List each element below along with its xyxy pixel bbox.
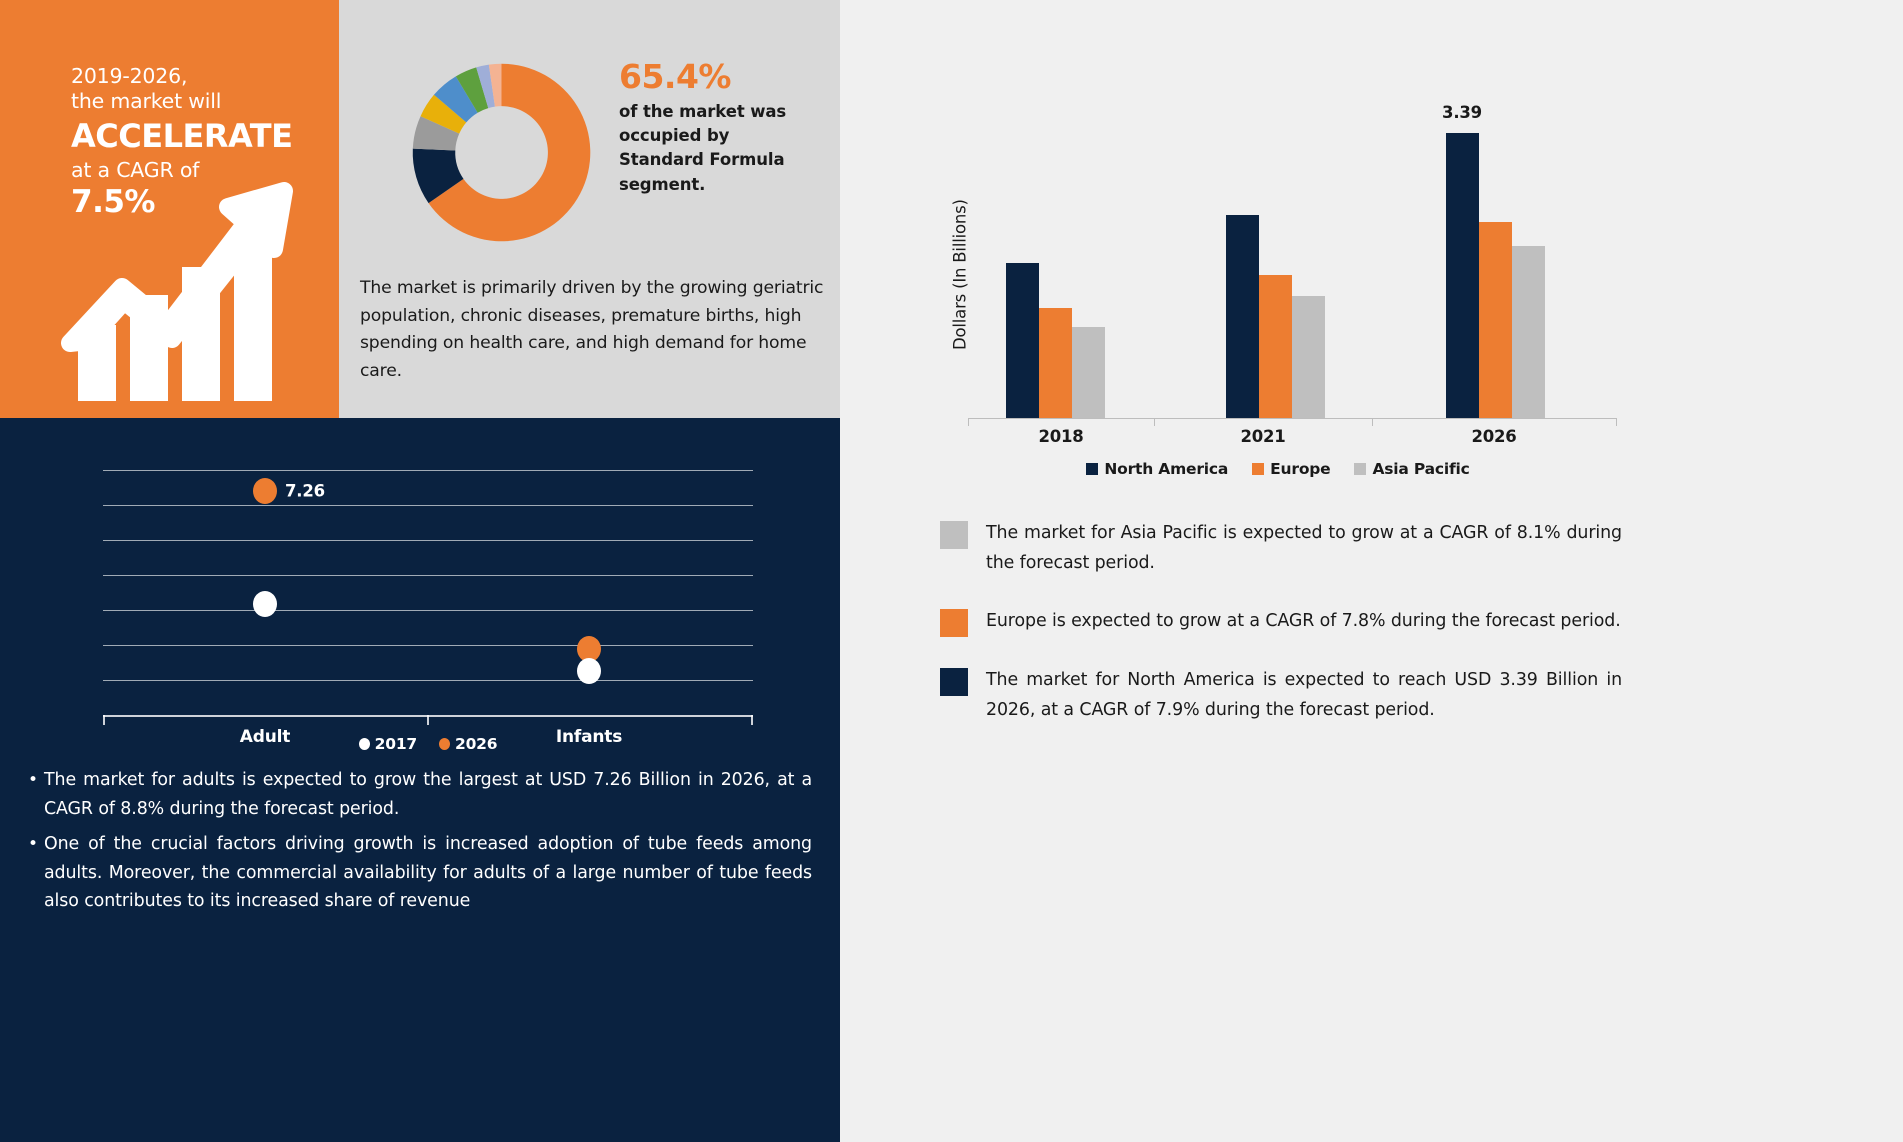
right-panel: Dollars (In Billions) 3.39 2018 2021 202… [840,0,1903,1142]
bar-2021-north-america [1226,215,1259,418]
axis-tick [427,715,429,725]
bullet-text: The market for adults is expected to gro… [44,770,812,819]
list-item: The market for Asia Pacific is expected … [940,518,1622,578]
note-text-north-america: The market for North America is expected… [986,670,1622,720]
dot-infants-2026 [577,636,601,662]
bullet-marker-icon: • [27,834,39,854]
bar-2026-europe [1479,222,1512,418]
bar-chart-x-axis [968,418,1616,420]
bar-chart-legend: North America Europe Asia Pacific [968,460,1588,478]
bar-2018-north-america [1006,263,1039,418]
x-label-2018: 2018 [1038,427,1084,446]
bar-2021-asia-pacific [1292,296,1325,418]
legend-label-north-america: North America [1104,460,1229,478]
cagr-period: 2019-2026, [71,64,188,88]
gridline [103,540,753,541]
x-label-2026: 2026 [1471,427,1517,446]
donut-chart [412,63,591,242]
legend-item-2017: 2017 [358,735,418,753]
gridline [103,575,753,576]
legend-swatch-north-america-icon [1086,463,1099,475]
gridline [103,680,753,681]
note-swatch-europe-icon [940,609,968,637]
bullet-text: One of the crucial factors driving growt… [44,834,812,911]
percent-callout: 65.4% of the market was occupied by Stan… [619,57,809,197]
left-column: 2019-2026, the market will ACCELERATE at… [0,0,840,1142]
legend-label-asia-pacific: Asia Pacific [1372,460,1470,478]
axis-tick [751,715,753,725]
list-item: The market for North America is expected… [940,665,1622,725]
note-swatch-north-america-icon [940,668,968,696]
list-item: • One of the crucial factors driving gro… [22,830,812,916]
note-swatch-asia-pacific-icon [940,521,968,549]
bar-chart-plot-area: 3.39 [968,95,1616,418]
cagr-headline: ACCELERATE [71,117,293,155]
gridline [103,505,753,506]
cagr-lead: the market will [71,89,222,113]
axis-tick [1616,418,1618,426]
bullet-marker-icon: • [27,770,39,790]
cagr-sub: at a CAGR of [71,158,200,182]
region-notes-list: The market for Asia Pacific is expected … [940,518,1622,753]
axis-tick [103,715,105,725]
growth-arrow-bars-icon [61,182,293,401]
bar-chart: Dollars (In Billions) 3.39 2018 2021 202… [930,95,1620,446]
legend-label-europe: Europe [1270,460,1331,478]
axis-tick [968,418,970,426]
navy-panel: 7.26 Adult Infants 2017 2026 • The marke… [0,418,840,1142]
note-text-asia-pacific: The market for Asia Pacific is expected … [986,523,1622,573]
legend-swatch-asia-pacific-icon [1354,463,1367,475]
dot-category-infants: Infants [555,727,623,747]
legend-swatch-europe-icon [1252,463,1265,475]
dot-plot-chart: 7.26 Adult Infants [103,443,753,747]
bar-2026-asia-pacific [1512,246,1545,418]
dot-category-adult: Adult [239,727,291,747]
bar-2021-europe [1259,275,1292,418]
legend-item-north-america: North America [1086,460,1228,478]
dot-adult-2026-label: 7.26 [285,481,325,501]
market-driver-paragraph: The market is primarily driven by the gr… [360,278,824,381]
note-text-europe: Europe is expected to grow at a CAGR of … [986,611,1621,631]
percent-caption: of the market was occupied by Standard F… [619,102,787,194]
legend-item-2026: 2026 [439,735,498,753]
axis-tick [1372,418,1374,426]
legend-swatch-2026-icon [439,738,450,750]
bar-2018-asia-pacific [1072,327,1105,418]
gridline [103,470,753,471]
bar-2018-europe [1039,308,1072,418]
legend-item-asia-pacific: Asia Pacific [1354,460,1470,478]
cagr-text-block: 2019-2026, the market will ACCELERATE at… [71,64,331,221]
axis-tick [1154,418,1156,426]
list-item: Europe is expected to grow at a CAGR of … [940,606,1622,637]
gridline [103,610,753,611]
donut-panel: 65.4% of the market was occupied by Stan… [339,0,840,418]
x-label-2021: 2021 [1240,427,1286,446]
gridline [103,645,753,646]
dot-plot-legend: 2017 2026 [103,735,753,753]
legend-item-europe: Europe [1252,460,1331,478]
bar-2026-north-america [1446,133,1479,418]
dot-adult-2017 [253,591,277,617]
legend-label-2017: 2017 [374,735,418,753]
list-item: • The market for adults is expected to g… [22,766,812,823]
bar-value-label-2026-north-america: 3.39 [1442,103,1482,122]
percent-value: 65.4% [619,57,732,96]
legend-label-2026: 2026 [455,735,498,753]
bullet-list: • The market for adults is expected to g… [22,766,812,923]
dot-adult-2026 [253,478,277,504]
legend-swatch-2017-icon [358,738,370,750]
dot-infants-2017 [577,658,601,684]
cagr-panel: 2019-2026, the market will ACCELERATE at… [0,0,339,418]
cagr-value: 7.5% [71,184,155,220]
